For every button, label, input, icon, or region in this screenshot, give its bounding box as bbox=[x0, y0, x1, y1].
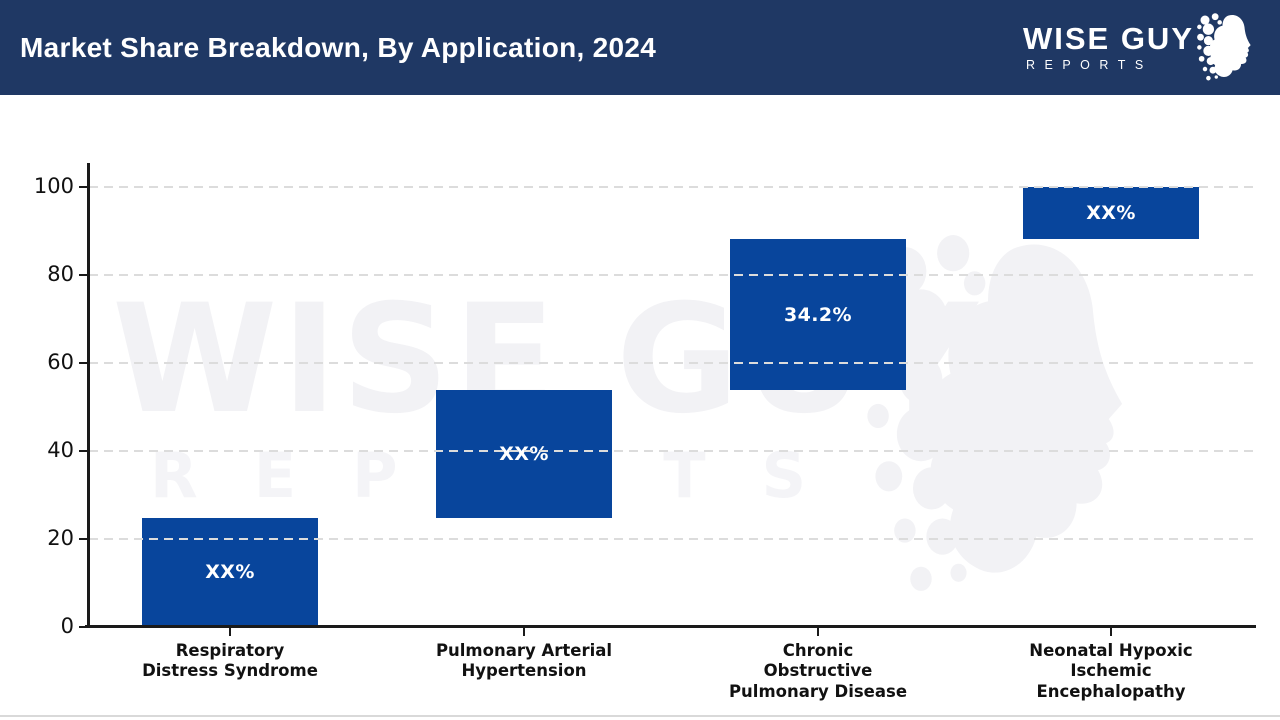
x-axis-label: Respiratory Distress Syndrome bbox=[142, 641, 318, 681]
y-tick-label: 0 bbox=[60, 614, 74, 639]
y-tick-label: 40 bbox=[47, 438, 74, 463]
x-axis-label: Neonatal Hypoxic Ischemic Encephalopathy bbox=[1029, 641, 1193, 701]
y-tick bbox=[79, 186, 87, 188]
gridline bbox=[89, 538, 1256, 540]
watermark-head-profile-icon bbox=[867, 235, 1123, 591]
bar-segment: XX% bbox=[1023, 187, 1199, 240]
gridline bbox=[89, 450, 1256, 452]
bar-segment: XX% bbox=[142, 517, 318, 627]
x-axis-spine bbox=[85, 625, 1256, 628]
y-tick bbox=[79, 362, 87, 364]
y-tick-label: 60 bbox=[47, 350, 74, 375]
x-axis-label: Chronic Obstructive Pulmonary Disease bbox=[728, 641, 908, 701]
bar-segment: XX% bbox=[436, 389, 612, 518]
brand-name: WISE GUY bbox=[1022, 21, 1194, 56]
gridline bbox=[89, 362, 1256, 364]
header-bar: Market Share Breakdown, By Application, … bbox=[0, 0, 1280, 95]
brand-wordmark: WISE GUY REPORTS bbox=[1023, 23, 1194, 72]
head-profile-logo-icon bbox=[1197, 12, 1251, 80]
y-axis-spine bbox=[87, 163, 90, 627]
x-tick bbox=[229, 628, 231, 636]
bar-value-label: XX% bbox=[1086, 202, 1136, 225]
bar-segment: 34.2% bbox=[730, 239, 906, 390]
y-tick bbox=[79, 626, 87, 628]
y-tick bbox=[79, 538, 87, 540]
y-tick-label: 20 bbox=[47, 526, 74, 551]
x-axis-label: Pulmonary Arterial Hypertension bbox=[435, 641, 613, 681]
x-tick bbox=[523, 628, 525, 636]
x-tick bbox=[1110, 628, 1112, 636]
bottom-divider bbox=[0, 715, 1280, 717]
gridline bbox=[89, 186, 1256, 188]
bar-value-label: 34.2% bbox=[784, 303, 852, 326]
y-tick-label: 100 bbox=[33, 174, 74, 199]
chart-area: WISE GUY REPORTS 020406080100XX%XX%34.2%… bbox=[0, 95, 1280, 720]
x-tick bbox=[817, 628, 819, 636]
brand-logo: WISE GUY REPORTS bbox=[1023, 11, 1258, 85]
bar-value-label: XX% bbox=[499, 442, 549, 465]
y-tick-label: 80 bbox=[47, 262, 74, 287]
brand-subtitle: REPORTS bbox=[1025, 58, 1153, 72]
bar-value-label: XX% bbox=[205, 561, 255, 584]
y-tick bbox=[79, 274, 87, 276]
gridline bbox=[89, 274, 1256, 276]
page-title: Market Share Breakdown, By Application, … bbox=[20, 31, 657, 63]
y-tick bbox=[79, 450, 87, 452]
